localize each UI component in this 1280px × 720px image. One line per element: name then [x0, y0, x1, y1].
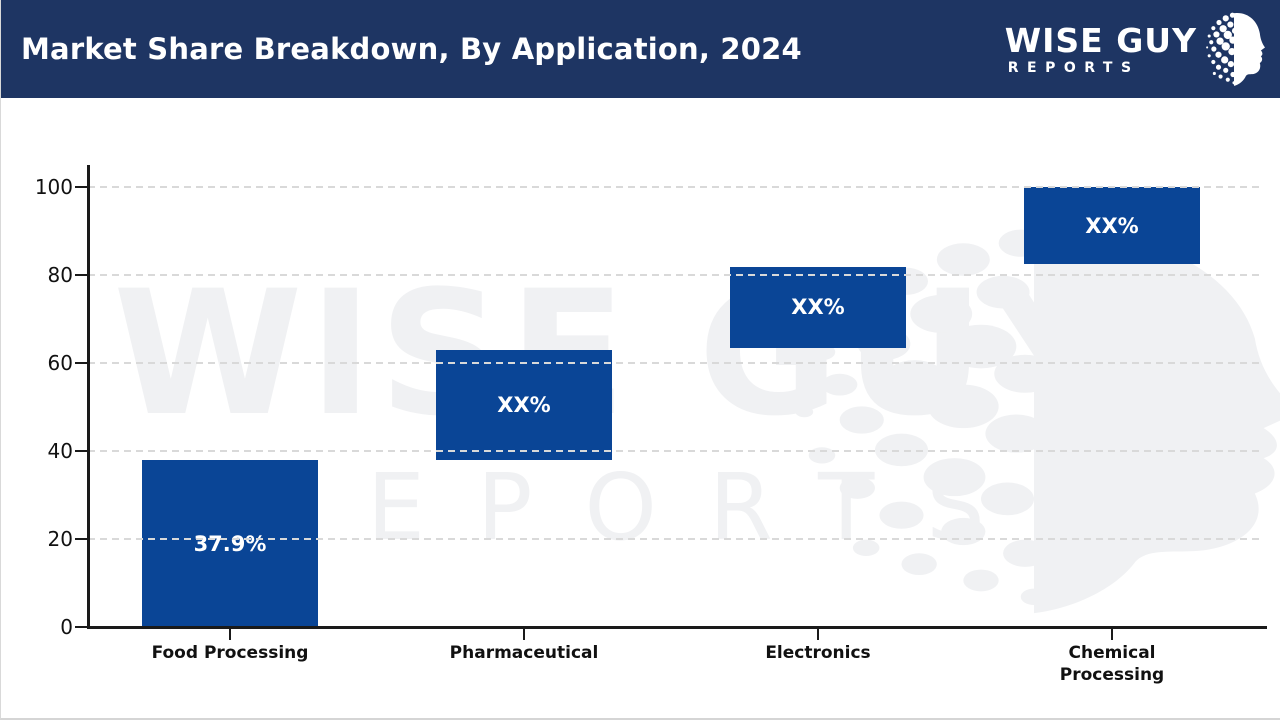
bar-value-label: XX% — [791, 295, 845, 320]
x-tick-2 — [523, 628, 525, 640]
bar-food-processing: 37.9% — [142, 460, 318, 627]
gridline-20 — [88, 538, 1264, 540]
y-tick-0 — [75, 626, 88, 628]
bar-electronics: XX% — [730, 267, 906, 348]
bar-pharmaceutical: XX% — [436, 349, 612, 460]
page-title: Market Share Breakdown, By Application, … — [21, 32, 802, 66]
y-tick-20 — [75, 538, 88, 540]
logo-text: WISE GUY REPORTS — [1005, 24, 1197, 75]
header-bar: Market Share Breakdown, By Application, … — [1, 0, 1280, 98]
y-tick-label-60: 60 — [47, 351, 73, 375]
gridline-60 — [88, 362, 1264, 364]
category-label-4: Chemical Processing — [1059, 643, 1165, 686]
x-axis-line — [87, 626, 1267, 629]
y-tick-label-20: 20 — [47, 527, 73, 551]
logo-wordmark: WISE GUY — [1004, 20, 1197, 60]
y-tick-60 — [75, 362, 88, 364]
bar-value-label: XX% — [1085, 213, 1139, 238]
y-tick-label-100: 100 — [34, 175, 73, 199]
wise-guy-reports-logo: WISE GUY REPORTS — [1005, 10, 1280, 88]
y-axis-line — [87, 165, 90, 629]
bar-chemical-processing: XX% — [1024, 187, 1200, 264]
category-label-2: Pharmaceutical — [449, 643, 599, 663]
bar-value-label: 37.9% — [193, 531, 267, 556]
y-tick-label-80: 80 — [47, 263, 73, 287]
category-label-1: Food Processing — [151, 643, 309, 663]
x-tick-3 — [817, 628, 819, 640]
gridline-100 — [88, 186, 1264, 188]
x-tick-4 — [1111, 628, 1113, 640]
gridline-40 — [88, 450, 1264, 452]
y-tick-100 — [75, 186, 88, 188]
category-label-3: Electronics — [765, 643, 871, 663]
x-tick-1 — [229, 628, 231, 640]
bar-value-label: XX% — [497, 392, 551, 417]
y-tick-label-0: 0 — [60, 615, 73, 639]
logo-subtitle: REPORTS — [1007, 59, 1140, 76]
y-tick-40 — [75, 450, 88, 452]
y-tick-80 — [75, 274, 88, 276]
y-tick-label-40: 40 — [47, 439, 73, 463]
gridline-80 — [88, 274, 1264, 276]
